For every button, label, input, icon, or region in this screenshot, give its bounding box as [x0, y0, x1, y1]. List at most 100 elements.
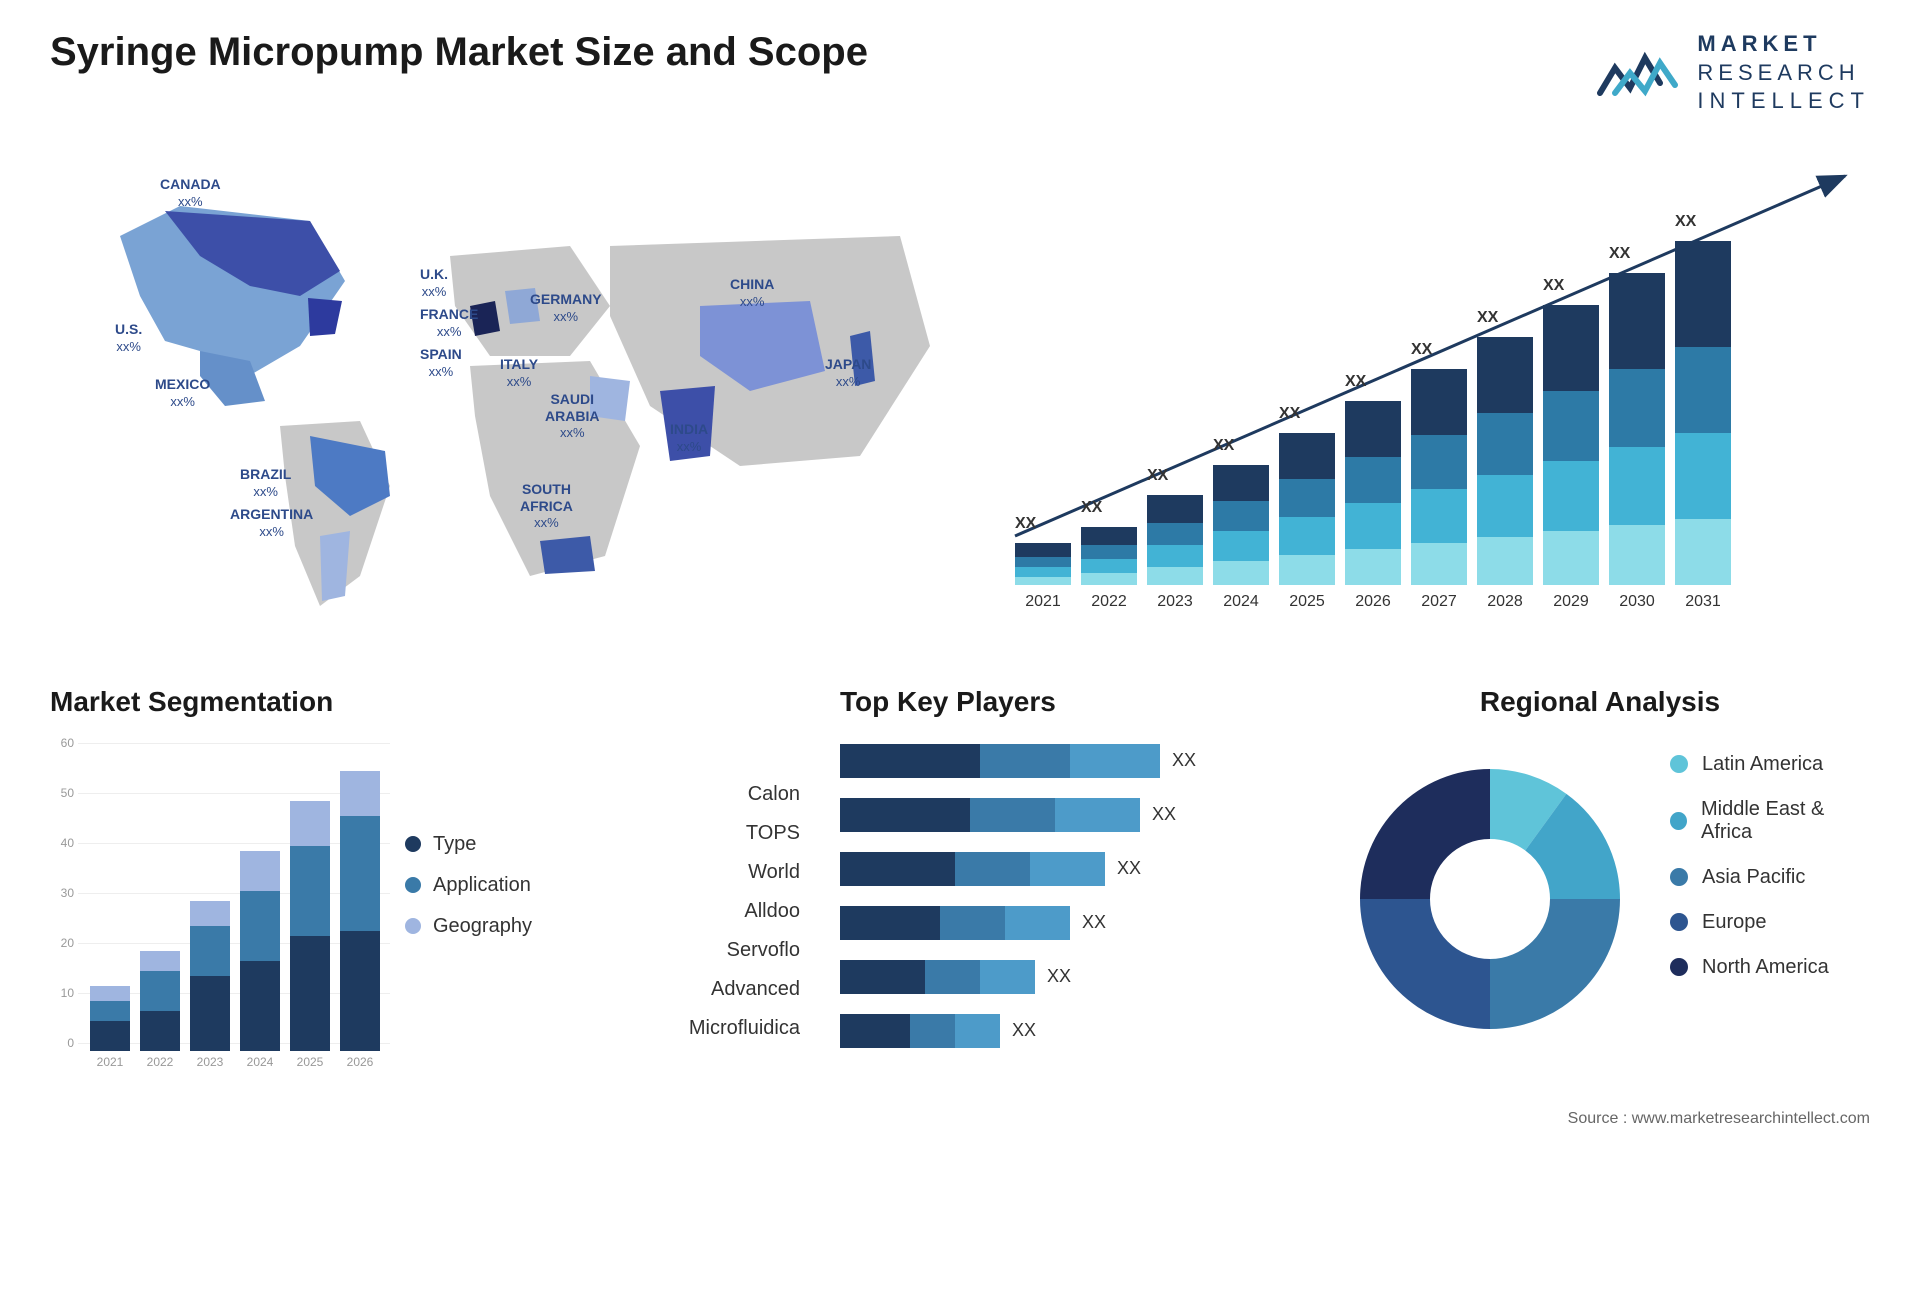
- seg-y-label: 40: [61, 836, 74, 850]
- donut-chart: [1330, 733, 1650, 1066]
- region-legend-item: Europe: [1670, 911, 1870, 934]
- seg-y-label: 60: [61, 736, 74, 750]
- seg-bar-seg: [140, 971, 180, 1011]
- donut-slice: [1360, 899, 1490, 1029]
- seg-x-label: 2025: [297, 1055, 324, 1069]
- seg-bar-seg: [90, 1001, 130, 1021]
- map-region-usa_east: [308, 298, 342, 336]
- players-chart: XXXXXXXXXXXX: [840, 733, 1300, 1053]
- player-bar-seg: [840, 1014, 910, 1048]
- growth-bar-seg: [1279, 555, 1335, 585]
- seg-bar-seg: [340, 771, 380, 816]
- seg-list-item: Alldoo: [630, 900, 810, 923]
- growth-bar-seg: [1279, 479, 1335, 517]
- growth-chart: XX2021XX2022XX2023XX2024XX2025XX2026XX20…: [1000, 146, 1870, 646]
- seg-legend-label: Application: [433, 874, 531, 897]
- growth-bar-seg: [1147, 523, 1203, 545]
- region-legend-item: North America: [1670, 956, 1870, 979]
- growth-year-label: 2029: [1553, 593, 1589, 611]
- seg-bar-seg: [340, 816, 380, 931]
- seg-bar-seg: [90, 986, 130, 1001]
- growth-bar-label: XX: [1345, 373, 1366, 391]
- map-label-china: CHINAxx%: [730, 276, 774, 310]
- map-label-saudiarabia: SAUDIARABIAxx%: [545, 391, 599, 441]
- seg-bar-2021: 2021: [90, 986, 130, 1051]
- seg-list-item: World: [630, 861, 810, 884]
- growth-bar-seg: [1477, 413, 1533, 475]
- growth-bar-2026: XX2026: [1345, 401, 1401, 611]
- seg-bar-2026: 2026: [340, 771, 380, 1051]
- map-label-spain: SPAINxx%: [420, 346, 462, 380]
- player-bar-seg: [840, 852, 955, 886]
- seg-y-label: 50: [61, 786, 74, 800]
- seg-y-label: 20: [61, 936, 74, 950]
- growth-bar-2030: XX2030: [1609, 273, 1665, 611]
- growth-bar-seg: [1213, 561, 1269, 585]
- growth-bar-seg: [1081, 573, 1137, 585]
- player-bar-seg: [980, 960, 1035, 994]
- growth-bar-seg: [1609, 525, 1665, 585]
- seg-bar-seg: [290, 846, 330, 936]
- growth-bar-2029: XX2029: [1543, 305, 1599, 611]
- seg-list-item: TOPS: [630, 822, 810, 845]
- map-label-argentina: ARGENTINAxx%: [230, 506, 313, 540]
- growth-bar-seg: [1675, 347, 1731, 433]
- player-row: XX: [840, 959, 1300, 995]
- seg-bar-seg: [140, 1011, 180, 1051]
- seg-legend-dot: [405, 836, 421, 852]
- map-label-france: FRANCExx%: [420, 306, 478, 340]
- growth-bar-seg: [1675, 241, 1731, 347]
- growth-bar-seg: [1411, 369, 1467, 435]
- growth-year-label: 2025: [1289, 593, 1325, 611]
- seg-bar-seg: [290, 936, 330, 1051]
- growth-bar-seg: [1411, 435, 1467, 489]
- player-bar-seg: [970, 798, 1055, 832]
- growth-year-label: 2030: [1619, 593, 1655, 611]
- seg-bar-seg: [90, 1021, 130, 1051]
- growth-bar-seg: [1609, 447, 1665, 525]
- map-region-south_africa: [540, 536, 595, 574]
- growth-bar-seg: [1543, 305, 1599, 391]
- seg-list-item: Calon: [630, 783, 810, 806]
- seg-bar-2022: 2022: [140, 951, 180, 1051]
- growth-year-label: 2023: [1157, 593, 1193, 611]
- growth-bar-2028: XX2028: [1477, 337, 1533, 611]
- growth-year-label: 2024: [1223, 593, 1259, 611]
- region-legend-dot: [1670, 755, 1688, 773]
- growth-year-label: 2021: [1025, 593, 1061, 611]
- growth-bar-2022: XX2022: [1081, 527, 1137, 611]
- player-bar-seg: [1070, 744, 1160, 778]
- map-label-brazil: BRAZILxx%: [240, 466, 291, 500]
- growth-bar-seg: [1015, 567, 1071, 577]
- region-legend-label: North America: [1702, 956, 1829, 979]
- player-bar-seg: [1030, 852, 1105, 886]
- growth-bar-seg: [1081, 545, 1137, 559]
- player-bar-seg: [840, 744, 980, 778]
- seg-x-label: 2022: [147, 1055, 174, 1069]
- seg-bar-seg: [190, 976, 230, 1051]
- region-legend-label: Asia Pacific: [1702, 866, 1805, 889]
- growth-bar-seg: [1609, 273, 1665, 369]
- growth-bar-label: XX: [1081, 499, 1102, 517]
- growth-bar-seg: [1345, 503, 1401, 549]
- seg-bar-2025: 2025: [290, 801, 330, 1051]
- logo: MARKET RESEARCH INTELLECT: [1595, 30, 1870, 116]
- player-bar-seg: [840, 960, 925, 994]
- growth-year-label: 2026: [1355, 593, 1391, 611]
- seg-bar-seg: [340, 931, 380, 1051]
- growth-bar-seg: [1543, 391, 1599, 461]
- segmentation-panel: Market Segmentation 01020304050602021202…: [50, 686, 810, 1066]
- seg-bar-seg: [190, 901, 230, 926]
- player-bar-seg: [955, 1014, 1000, 1048]
- growth-bar-label: XX: [1477, 309, 1498, 327]
- seg-legend-dot: [405, 877, 421, 893]
- top-row: CANADAxx%U.S.xx%MEXICOxx%BRAZILxx%ARGENT…: [50, 146, 1870, 646]
- growth-bar-label: XX: [1609, 245, 1630, 263]
- world-map-section: CANADAxx%U.S.xx%MEXICOxx%BRAZILxx%ARGENT…: [50, 146, 970, 646]
- seg-x-label: 2026: [347, 1055, 374, 1069]
- seg-bar-seg: [240, 891, 280, 961]
- growth-bar-seg: [1213, 465, 1269, 501]
- seg-bar-seg: [240, 851, 280, 891]
- growth-bar-label: XX: [1675, 213, 1696, 231]
- player-row: XX: [840, 743, 1300, 779]
